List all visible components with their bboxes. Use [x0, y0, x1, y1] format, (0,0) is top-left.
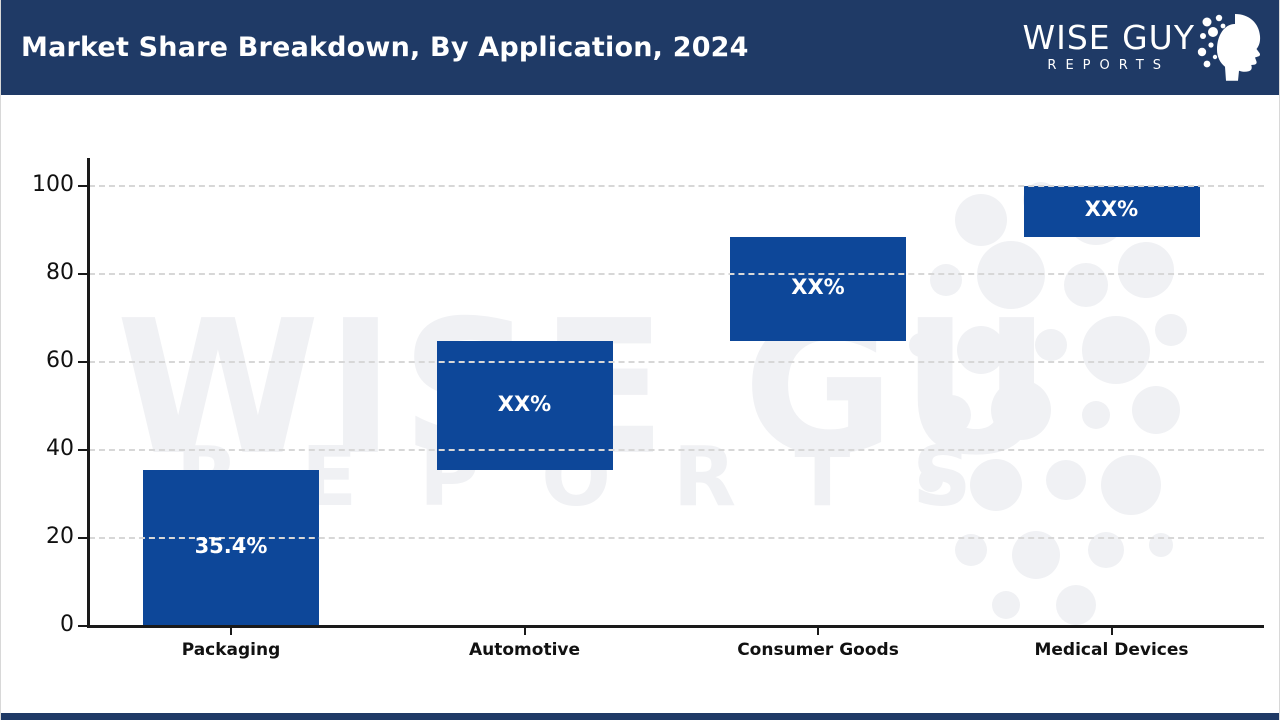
brand-head-icon: [1197, 14, 1261, 81]
y-tick-label: 100: [32, 172, 74, 197]
y-axis-line: [87, 158, 90, 628]
y-tick-mark: [78, 361, 87, 363]
y-tick-label: 80: [46, 260, 74, 285]
bar-medical-devices: [1023, 186, 1200, 237]
brand-logo-text: WISE GUY REPORTS: [1022, 18, 1195, 74]
y-tick-label: 40: [46, 436, 74, 461]
x-category-label: Packaging: [181, 640, 281, 660]
y-tick-mark: [78, 185, 87, 187]
gridline: [89, 185, 1264, 187]
gridline: [89, 537, 1264, 539]
y-tick-label: 0: [60, 612, 74, 637]
bar-packaging: [143, 470, 319, 626]
gridline: [89, 449, 1264, 451]
page-title: Market Share Breakdown, By Application, …: [21, 32, 749, 63]
y-tick-mark: [78, 537, 87, 539]
x-category-label: Consumer Goods: [737, 640, 899, 660]
bar-value-label: 35.4%: [194, 534, 268, 559]
brand-name: WISE GUY: [1022, 18, 1195, 57]
y-tick-mark: [78, 449, 87, 451]
y-tick-mark: [78, 625, 87, 627]
bar-value-label: XX%: [497, 391, 552, 416]
bar-value-label: XX%: [791, 274, 845, 299]
brand-subname: REPORTS: [1047, 58, 1171, 73]
x-tick-mark: [817, 627, 819, 635]
gridline: [89, 361, 1264, 363]
x-axis-line: [87, 625, 1264, 628]
x-tick-mark: [230, 627, 232, 635]
bar-value-label: XX%: [1084, 197, 1139, 222]
x-tick-mark: [1110, 627, 1113, 635]
x-category-label: Automotive: [468, 640, 581, 660]
x-tick-mark: [523, 627, 526, 635]
brand-logo: WISE GUY REPORTS: [1013, 8, 1263, 88]
y-tick-mark: [78, 273, 87, 275]
gridline: [89, 273, 1264, 275]
y-tick-label: 60: [46, 348, 74, 373]
footer-bar: [1, 713, 1279, 720]
bar-consumer-goods: [730, 236, 906, 341]
header-bar: Market Share Breakdown, By Application, …: [1, 0, 1279, 95]
x-category-label: Medical Devices: [1034, 640, 1189, 660]
y-tick-label: 20: [46, 524, 74, 549]
